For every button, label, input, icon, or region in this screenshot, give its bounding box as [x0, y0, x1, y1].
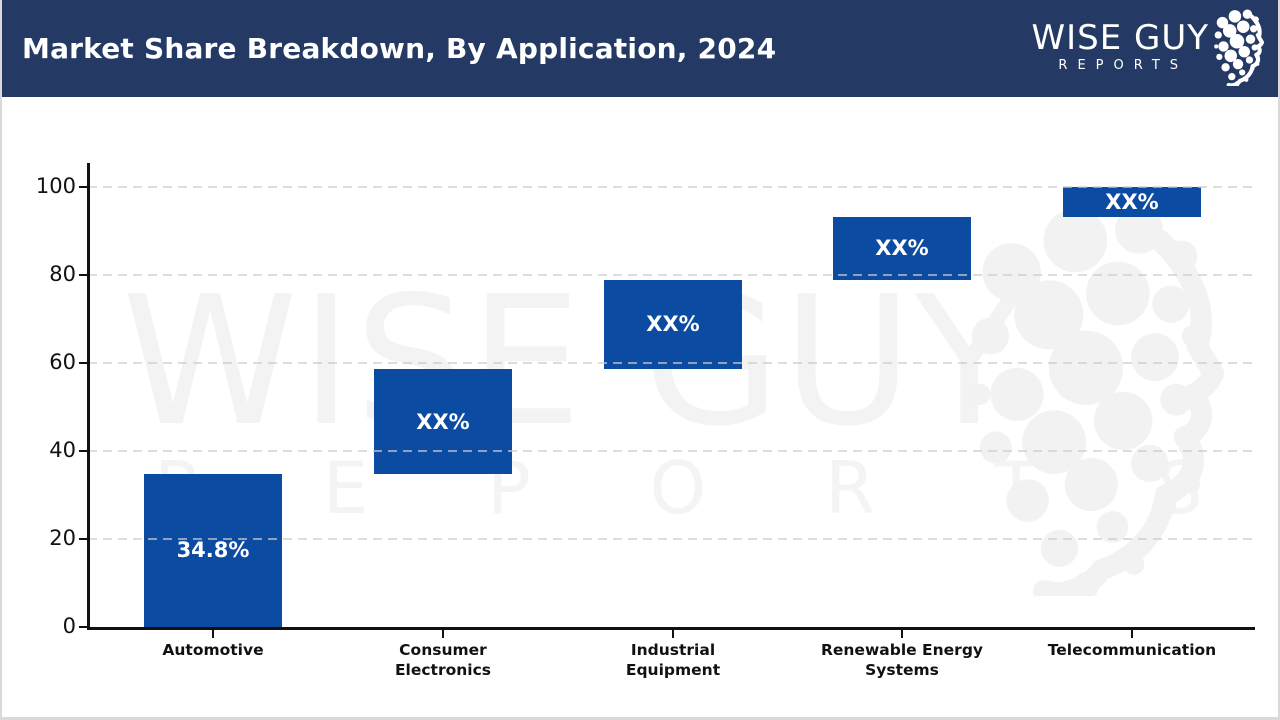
- y-axis-tick-mark: [79, 186, 87, 188]
- bar-telecommunication: XX%: [1063, 187, 1201, 217]
- gridline: [88, 186, 1255, 188]
- bar-renewable-energy-systems: XX%: [833, 216, 971, 280]
- x-axis-tick-mark: [901, 630, 903, 638]
- header: Market Share Breakdown, By Application, …: [2, 0, 1278, 97]
- y-axis-tick-label: 40: [49, 438, 76, 462]
- y-axis-tick-mark: [79, 538, 87, 540]
- y-axis-tick-mark: [79, 626, 87, 628]
- bar-industrial-equipment: XX%: [604, 279, 742, 370]
- y-axis-tick-label: 0: [62, 614, 76, 638]
- y-axis-tick-label: 20: [49, 526, 76, 550]
- watermark-subtitle: R E P O R T S: [154, 446, 1251, 530]
- x-axis-tick-mark: [1131, 630, 1133, 638]
- logo-wordmark: WISE GUY: [1031, 18, 1209, 59]
- x-axis-tick-mark: [442, 630, 444, 638]
- bar-consumer-electronics: XX%: [374, 369, 512, 474]
- category-label: Telecommunication: [1047, 641, 1217, 659]
- category-label: Consumer Electronics: [394, 641, 492, 679]
- gridline: [88, 362, 1255, 364]
- bar-value-label: XX%: [416, 409, 470, 434]
- y-axis-line: [87, 163, 90, 630]
- category-label: Industrial Equipment: [625, 641, 721, 679]
- bar-value-label: XX%: [875, 236, 929, 261]
- y-axis-tick-mark: [79, 450, 87, 452]
- bar-value-label: XX%: [646, 312, 700, 337]
- y-axis-tick-label: 80: [49, 262, 76, 286]
- bar-automotive: 34.8%: [144, 473, 282, 627]
- y-axis-tick-label: 60: [49, 350, 76, 374]
- x-axis-tick-mark: [212, 630, 214, 638]
- logo-head-icon: [1214, 9, 1264, 86]
- gridline: [88, 450, 1255, 452]
- page-title: Market Share Breakdown, By Application, …: [22, 32, 777, 65]
- bar-value-label: 34.8%: [176, 538, 250, 563]
- logo-subtitle: REPORTS: [1058, 57, 1189, 73]
- category-label: Renewable Energy Systems: [820, 641, 984, 679]
- brand-logo: WISE GUY REPORTS: [1031, 8, 1264, 86]
- gridline: [88, 538, 1255, 540]
- x-axis-tick-mark: [672, 630, 674, 638]
- gridline: [88, 274, 1255, 276]
- y-axis-tick-mark: [79, 362, 87, 364]
- category-label: Automotive: [162, 641, 264, 659]
- watermark-head-icon: [969, 205, 1224, 596]
- y-axis-tick-label: 100: [35, 174, 76, 198]
- y-axis-tick-mark: [79, 274, 87, 276]
- bar-value-label: XX%: [1105, 189, 1159, 214]
- x-axis-line: [87, 627, 1255, 630]
